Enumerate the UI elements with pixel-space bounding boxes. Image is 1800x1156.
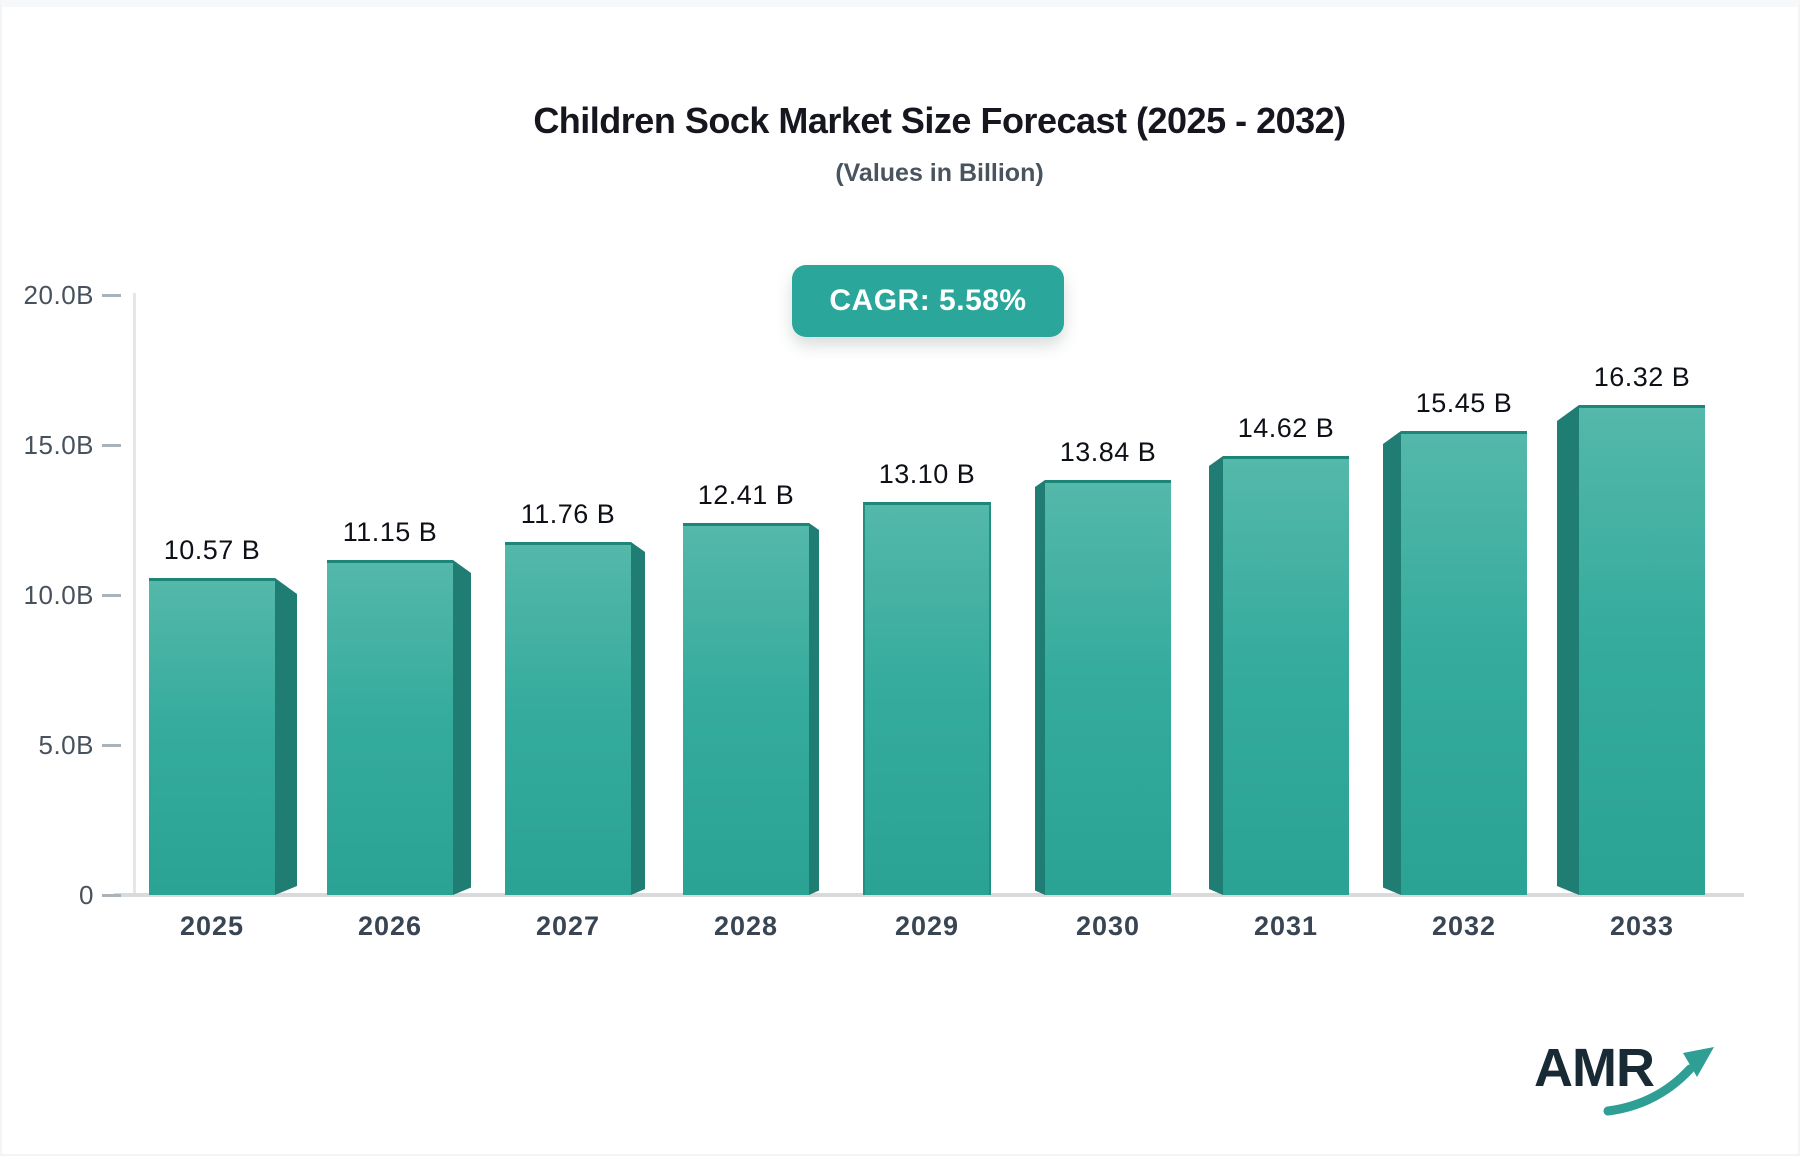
bar-value-label: 13.10 B	[878, 459, 976, 489]
bar-slot-2025: 10.57 B 2025	[135, 295, 311, 941]
bar-value-label: 11.15 B	[342, 517, 438, 547]
y-tick-mark	[102, 443, 121, 447]
bar-3d-side-2030	[1035, 480, 1045, 895]
bar-slot-2031: 14.62 B 2031	[1191, 295, 1367, 941]
bar-slot-2026: 11.15 B 2026	[311, 295, 487, 941]
bar-value-label: 15.45 B	[1415, 388, 1513, 418]
bar-value-label: 14.62 B	[1237, 413, 1335, 443]
cagr-badge: CAGR: 5.58%	[792, 265, 1064, 337]
bar-3d-side-2026	[453, 560, 471, 895]
y-tick-label: 15.0B	[23, 430, 94, 460]
bar-slot-2032: 15.45 B 2032	[1367, 295, 1543, 941]
bar-3d-side-2033	[1557, 405, 1579, 895]
bar-value-label: 16.32 B	[1593, 362, 1691, 392]
bar-value-label: 10.57 B	[163, 535, 261, 565]
bar-3d-side-2031	[1209, 456, 1223, 895]
bar-3d-side-2027	[631, 542, 645, 895]
bar-slot-2033: 16.32 B 2033	[1543, 295, 1719, 941]
bar-slot-2029: 13.10 B 2029	[839, 295, 1015, 941]
x-axis-label-2025: 2025	[179, 911, 245, 941]
x-axis-label-2033: 2033	[1609, 911, 1675, 941]
chart-subtitle: (Values in Billion)	[835, 159, 1044, 187]
x-axis-label-2029: 2029	[894, 911, 960, 941]
brand-logo-text: AMR	[1534, 1038, 1655, 1098]
y-tick-mark	[102, 743, 121, 747]
x-axis-label-2026: 2026	[357, 911, 423, 941]
x-axis-label-2031: 2031	[1253, 911, 1319, 941]
chart-header: Children Sock Market Size Forecast (2025…	[135, 100, 1744, 188]
bar-slot-2028: 12.41 B 2028	[663, 295, 839, 941]
bar-2030	[1045, 480, 1171, 895]
chart-title: Children Sock Market Size Forecast (2025…	[533, 100, 1346, 141]
brand-logo: AMR	[1534, 1037, 1734, 1127]
growth-arrow-icon	[1603, 1047, 1714, 1116]
bar-plot-area: 10.57 B 2025 11.15 B 2026 11.76 B 2027 12.41 B…	[135, 295, 1719, 941]
bar-value-label: 12.41 B	[697, 480, 795, 510]
bar-2025	[149, 578, 275, 895]
bar-2026	[327, 560, 453, 895]
y-tick-label: 20.0B	[23, 280, 94, 310]
y-tick-mark	[102, 893, 121, 897]
y-tick-mark	[102, 593, 121, 597]
bar-3d-side-2032	[1383, 431, 1401, 895]
x-axis-baseline	[114, 893, 1744, 897]
x-axis-label-2027: 2027	[535, 911, 601, 941]
y-tick-label: 10.0B	[23, 580, 94, 610]
bar-value-label: 11.76 B	[520, 499, 616, 529]
bar-2032	[1401, 431, 1527, 895]
y-axis-line	[133, 293, 136, 895]
bar-3d-side-2028	[809, 523, 819, 895]
bar-slot-2027: 11.76 B 2027	[487, 295, 663, 941]
bar-2031	[1223, 456, 1349, 895]
x-axis-label-2032: 2032	[1431, 911, 1497, 941]
bar-2028	[683, 523, 809, 895]
bar-value-label: 13.84 B	[1059, 437, 1157, 467]
y-tick-label: 5.0B	[38, 730, 94, 760]
bar-slot-2030: 13.84 B 2030	[1015, 295, 1191, 941]
bar-3d-side-2025	[275, 578, 297, 895]
bar-2029	[863, 502, 991, 895]
x-axis-label-2030: 2030	[1075, 911, 1141, 941]
x-axis-label-2028: 2028	[713, 911, 779, 941]
y-tick-mark	[102, 293, 121, 297]
y-tick-label: 0	[79, 880, 94, 910]
bar-2033	[1579, 405, 1705, 895]
bar-2027	[505, 542, 631, 895]
